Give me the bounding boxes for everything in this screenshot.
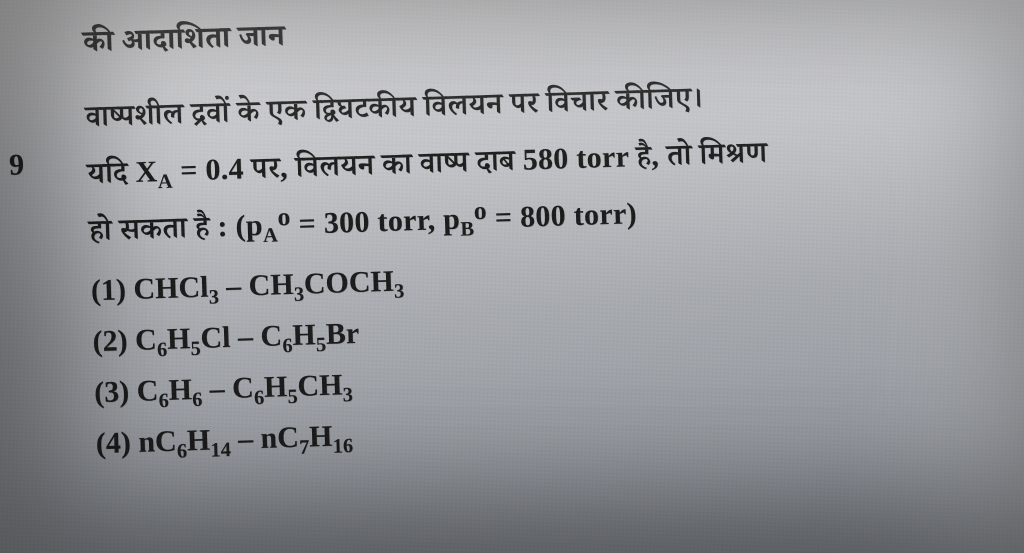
option-2-num: (2) — [92, 324, 128, 358]
line2-pre: यदि X — [87, 155, 158, 190]
subscript-B: B — [460, 218, 475, 240]
line3-pre: हो सकता है : (p — [89, 209, 264, 247]
option-4-num: (4) — [95, 426, 131, 460]
partial-cut-text: की आदाशिता जान — [23, 0, 1000, 72]
question-block: 9 वाष्पशील द्रवों के एक द्विघटकीय विलयन … — [25, 60, 1012, 471]
line1-text: वाष्पशील द्रवों के एक द्विघटकीय विलयन पर… — [85, 81, 704, 133]
option-3-num: (3) — [94, 375, 130, 409]
fragment-text: की आदाशिता जान — [83, 19, 286, 58]
option-4-formula: nC6H14 – nC7H16 — [138, 419, 354, 459]
option-2-formula: C6H5Cl – C6H5Br — [135, 317, 360, 357]
option-1-formula: CHCl3 – CH3COCH3 — [133, 264, 405, 305]
subscript-A2: A — [263, 224, 279, 246]
subscript-A: A — [157, 171, 173, 193]
degree-2: o — [473, 196, 487, 225]
degree-1: o — [277, 202, 291, 231]
line3-mid1: = 300 torr, p — [290, 203, 460, 241]
question-number: 9 — [9, 148, 25, 182]
option-3-formula: C6H6 – C6H5CH3 — [136, 368, 353, 408]
scanned-page: की आदाशिता जान 9 वाष्पशील द्रवों के एक द… — [15, 0, 1013, 471]
line2-mid: = 0.4 पर, विलयन का वाष्प दाब 580 torr है… — [172, 136, 768, 188]
line3-mid2: = 800 torr) — [487, 197, 638, 235]
option-1-num: (1) — [90, 273, 126, 307]
options-list: (1) CHCl3 – CH3COCH3 (2) C6H5Cl – C6H5Br… — [50, 237, 1012, 471]
